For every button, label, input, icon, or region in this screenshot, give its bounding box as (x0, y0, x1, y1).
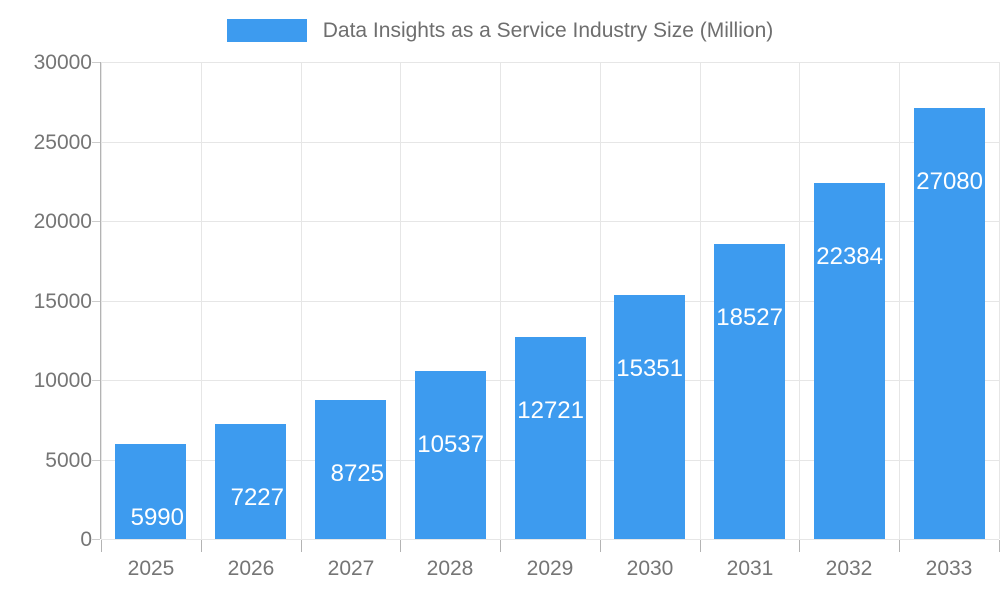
x-tick-label: 2031 (726, 557, 774, 580)
gridline-vertical (700, 62, 701, 539)
x-tick-mark (899, 540, 900, 552)
y-tick-label: 30000 (33, 51, 92, 74)
bar[interactable] (614, 295, 685, 539)
y-tick-mark (92, 380, 100, 381)
bar-value-label: 12721 (517, 397, 584, 424)
x-tick-mark (500, 540, 501, 552)
gridline-vertical (600, 62, 601, 539)
bar-value-label: 22384 (816, 243, 883, 270)
y-tick-mark (92, 459, 100, 461)
gridline-vertical (799, 62, 800, 539)
x-tick-mark (700, 540, 701, 552)
x-tick-mark (301, 540, 302, 552)
legend-swatch-series-0[interactable] (226, 18, 307, 42)
x-tick-label: 2025 (127, 557, 175, 580)
y-tick-label: 25000 (33, 130, 92, 154)
bar-value-label: 7227 (230, 484, 284, 511)
gridline-vertical (301, 62, 302, 539)
bar[interactable] (415, 371, 486, 539)
bar-value-label: 27080 (916, 168, 983, 195)
y-tick-mark (92, 221, 100, 222)
gridline-vertical (500, 62, 501, 539)
x-tick-mark (201, 540, 202, 552)
gridline-vertical (101, 62, 102, 539)
bar-value-label: 10537 (417, 431, 484, 458)
x-tick-mark (600, 540, 601, 552)
bar-value-label: 18527 (716, 304, 783, 331)
x-tick-mark (799, 540, 800, 552)
y-tick-mark (92, 539, 100, 540)
x-tick-label: 2027 (327, 557, 375, 580)
y-tick-label: 15000 (33, 289, 92, 313)
y-tick-mark (92, 62, 100, 63)
plot-area: 5990 7227 8725 10537 12721 15351 18527 22384 270… (101, 62, 1000, 540)
bar[interactable] (315, 400, 386, 539)
y-tick-mark (92, 141, 100, 143)
gridline-horizontal (101, 301, 999, 302)
x-tick-label: 2030 (626, 557, 674, 580)
y-tick-mark (92, 300, 100, 302)
bar[interactable] (814, 183, 885, 539)
x-tick-label: 2033 (925, 557, 973, 580)
bar[interactable] (515, 337, 586, 539)
bar[interactable] (215, 424, 286, 539)
gridline-vertical (400, 62, 401, 539)
bar-value-label: 5990 (130, 504, 184, 531)
y-tick-label: 0 (80, 528, 92, 551)
x-tick-mark (400, 540, 401, 552)
bar[interactable] (115, 444, 186, 539)
x-tick-mark (101, 540, 102, 552)
bar[interactable] (914, 108, 985, 539)
x-tick-label: 2029 (526, 557, 574, 580)
y-tick-label: 5000 (45, 448, 92, 472)
gridline-horizontal (101, 221, 999, 222)
gridline-horizontal (101, 142, 999, 143)
y-tick-label: 10000 (33, 369, 92, 392)
gridline-horizontal (101, 539, 999, 540)
bar-value-label: 8725 (330, 460, 384, 487)
x-tick-label: 2026 (227, 557, 275, 580)
chart-legend: Data Insights as a Service Industry Size… (0, 10, 1000, 50)
legend-label-series-0[interactable]: Data Insights as a Service Industry Size… (322, 18, 774, 42)
gridline-vertical (899, 62, 900, 539)
gridline-vertical (201, 62, 202, 539)
bar-value-label: 15351 (616, 355, 683, 382)
y-axis-line (100, 62, 101, 539)
y-tick-label: 20000 (33, 210, 92, 233)
gridline-horizontal (101, 62, 999, 63)
x-tick-label: 2032 (825, 557, 873, 580)
x-tick-label: 2028 (426, 557, 474, 580)
bar[interactable] (714, 244, 785, 539)
y-axis: 0 5000 10000 15000 20000 25000 30000 (0, 0, 100, 600)
